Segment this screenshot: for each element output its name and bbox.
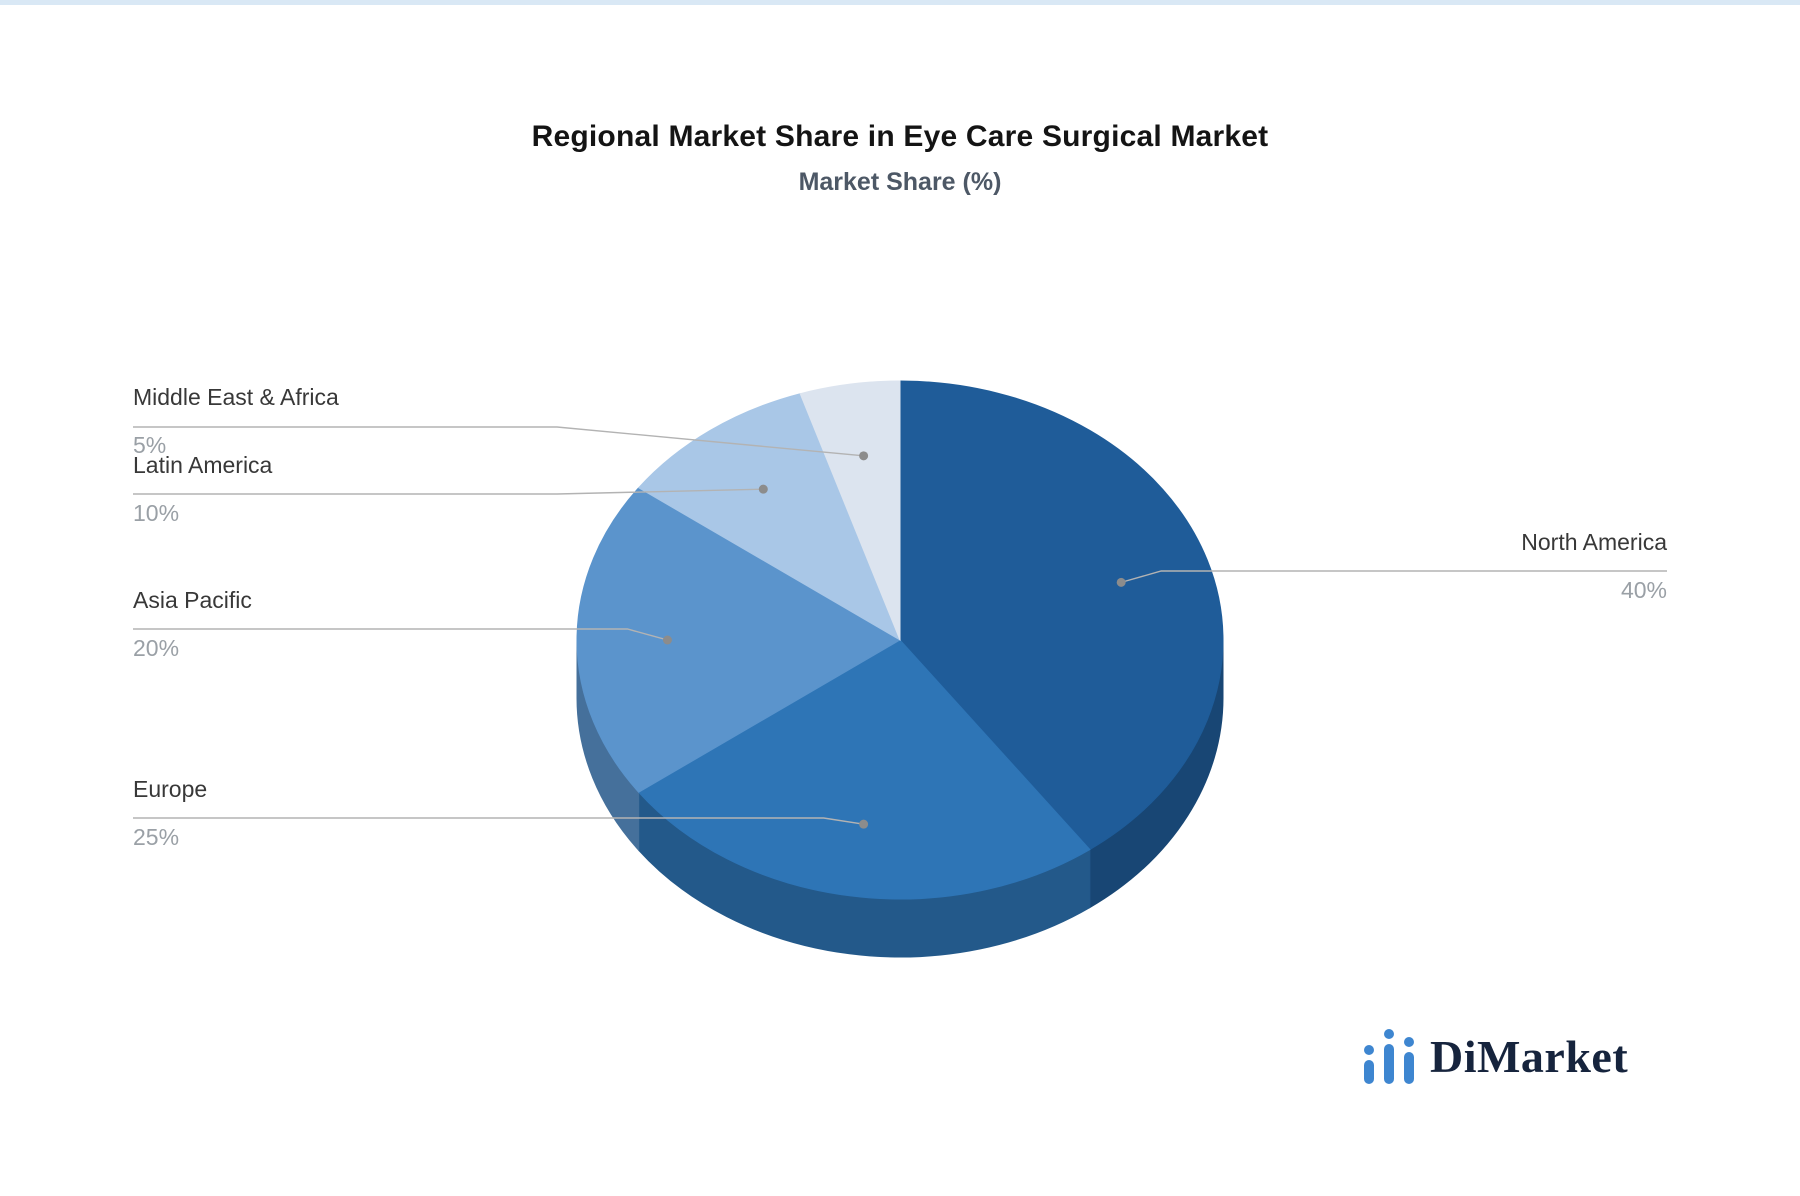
value-middle-east-africa: 5% (133, 432, 167, 458)
leader-dot-3 (758, 484, 768, 494)
leader-line-4 (133, 426, 864, 457)
value-north-america: 40% (1620, 577, 1667, 603)
leader-line-1 (133, 817, 864, 825)
leader-dot-1 (859, 819, 869, 829)
chart-subtitle: Market Share (%) (798, 168, 1002, 196)
pie-slice-1 (637, 639, 1091, 900)
dimarket-logo: DiMarket (1360, 1028, 1628, 1084)
leader-dot-2 (662, 635, 672, 645)
bar-chart-icon (1364, 1029, 1414, 1084)
pie-slice-2 (576, 487, 901, 793)
leader-line-3 (133, 488, 764, 495)
leader-line-0 (1120, 570, 1667, 584)
label-north-america: North America (1521, 529, 1667, 555)
pie-slice-4 (799, 380, 901, 641)
label-middle-east-africa: Middle East & Africa (133, 384, 339, 410)
pie-slice-0 (899, 380, 1224, 851)
pie-slice-3 (637, 393, 902, 642)
top-border (0, 0, 1800, 5)
value-europe: 25% (133, 824, 180, 850)
dimarket-logo-text: DiMarket (1430, 1030, 1629, 1082)
leader-dot-4 (859, 451, 869, 461)
label-europe: Europe (133, 776, 208, 802)
value-latin-america: 10% (133, 500, 180, 526)
label-latin-america: Latin America (133, 452, 273, 478)
label-asia-pacific: Asia Pacific (133, 587, 252, 613)
leader-line-2 (133, 628, 668, 641)
leader-dot-0 (1116, 577, 1126, 587)
value-asia-pacific: 20% (133, 635, 180, 661)
chart-title: Regional Market Share in Eye Care Surgic… (531, 120, 1269, 153)
